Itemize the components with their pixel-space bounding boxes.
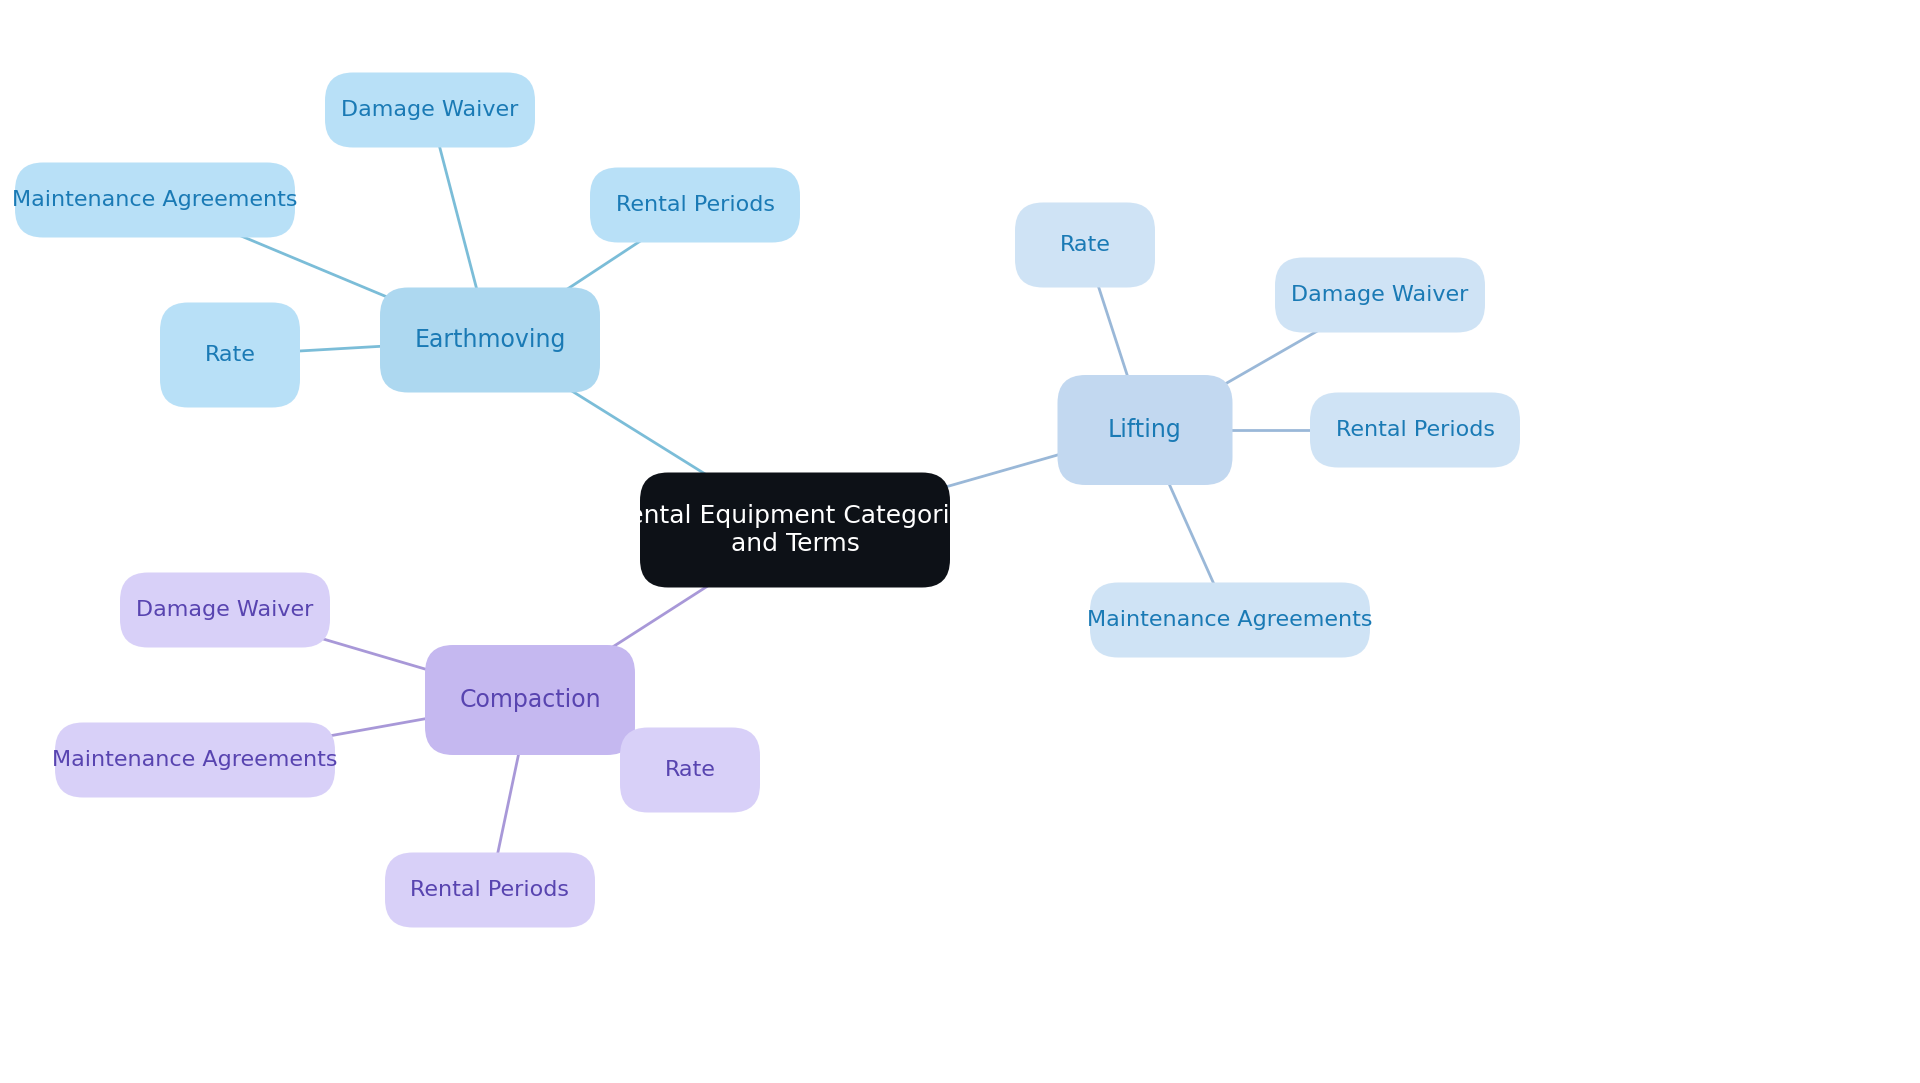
FancyBboxPatch shape (1058, 375, 1233, 485)
FancyBboxPatch shape (159, 302, 300, 407)
Text: Rate: Rate (205, 345, 255, 365)
Text: Damage Waiver: Damage Waiver (136, 600, 313, 619)
FancyBboxPatch shape (1275, 258, 1484, 332)
Text: Rate: Rate (664, 760, 716, 780)
FancyBboxPatch shape (119, 573, 330, 648)
FancyBboxPatch shape (1016, 203, 1156, 287)
Text: Rental Periods: Rental Periods (1336, 420, 1494, 440)
FancyBboxPatch shape (380, 287, 599, 392)
Text: Lifting: Lifting (1108, 418, 1183, 442)
FancyBboxPatch shape (324, 73, 536, 147)
FancyBboxPatch shape (56, 722, 334, 797)
FancyBboxPatch shape (639, 472, 950, 587)
Text: Earthmoving: Earthmoving (415, 328, 566, 352)
FancyBboxPatch shape (386, 852, 595, 927)
Text: Damage Waiver: Damage Waiver (342, 100, 518, 120)
Text: Maintenance Agreements: Maintenance Agreements (52, 751, 338, 770)
FancyBboxPatch shape (620, 728, 760, 812)
Text: Damage Waiver: Damage Waiver (1292, 285, 1469, 305)
Text: Maintenance Agreements: Maintenance Agreements (1087, 610, 1373, 630)
FancyBboxPatch shape (1309, 392, 1521, 468)
FancyBboxPatch shape (15, 162, 296, 237)
Text: Rental Periods: Rental Periods (411, 880, 570, 900)
Text: Rental Equipment Categories
and Terms: Rental Equipment Categories and Terms (612, 504, 977, 556)
Text: Rental Periods: Rental Periods (616, 195, 774, 216)
FancyBboxPatch shape (589, 168, 801, 243)
FancyBboxPatch shape (424, 645, 636, 755)
Text: Maintenance Agreements: Maintenance Agreements (12, 190, 298, 210)
Text: Rate: Rate (1060, 235, 1110, 255)
Text: Compaction: Compaction (459, 688, 601, 712)
FancyBboxPatch shape (1091, 583, 1371, 657)
